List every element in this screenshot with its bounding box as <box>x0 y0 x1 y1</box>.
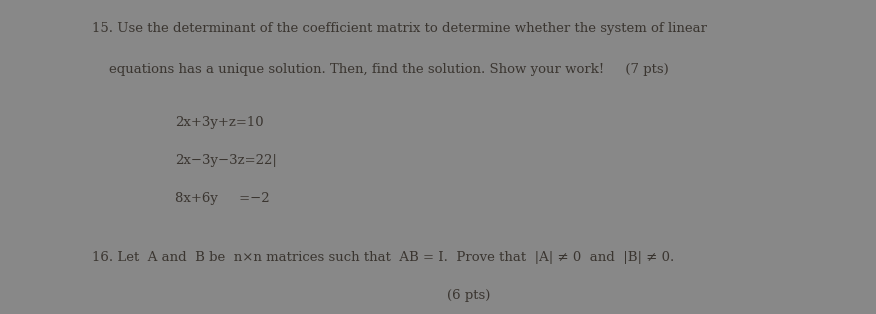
Text: equations has a unique solution. Then, find the solution. Show your work!     (7: equations has a unique solution. Then, f… <box>92 63 668 76</box>
Text: (6 pts): (6 pts) <box>447 289 491 302</box>
Text: 15. Use the determinant of the coefficient matrix to determine whether the syste: 15. Use the determinant of the coefficie… <box>92 22 707 35</box>
Text: 8x+6y     =−2: 8x+6y =−2 <box>175 192 270 204</box>
Bar <box>0 0 83 314</box>
Text: 16. Let  A and  B be  n×n matrices such that  AB = I.  Prove that  |A| ≠ 0  and : 16. Let A and B be n×n matrices such tha… <box>92 251 675 264</box>
Text: 2x−3y−3z=22|: 2x−3y−3z=22| <box>175 154 277 167</box>
Text: 2x+3y+z=10: 2x+3y+z=10 <box>175 116 264 129</box>
